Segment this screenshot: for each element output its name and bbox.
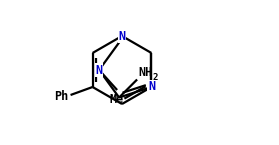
Text: NH: NH bbox=[138, 66, 152, 78]
Text: N: N bbox=[119, 29, 126, 42]
Text: N: N bbox=[148, 80, 155, 94]
Text: Me: Me bbox=[110, 93, 124, 106]
Text: N: N bbox=[96, 64, 103, 77]
Text: Ph: Ph bbox=[54, 89, 69, 103]
Text: 2: 2 bbox=[152, 72, 157, 81]
